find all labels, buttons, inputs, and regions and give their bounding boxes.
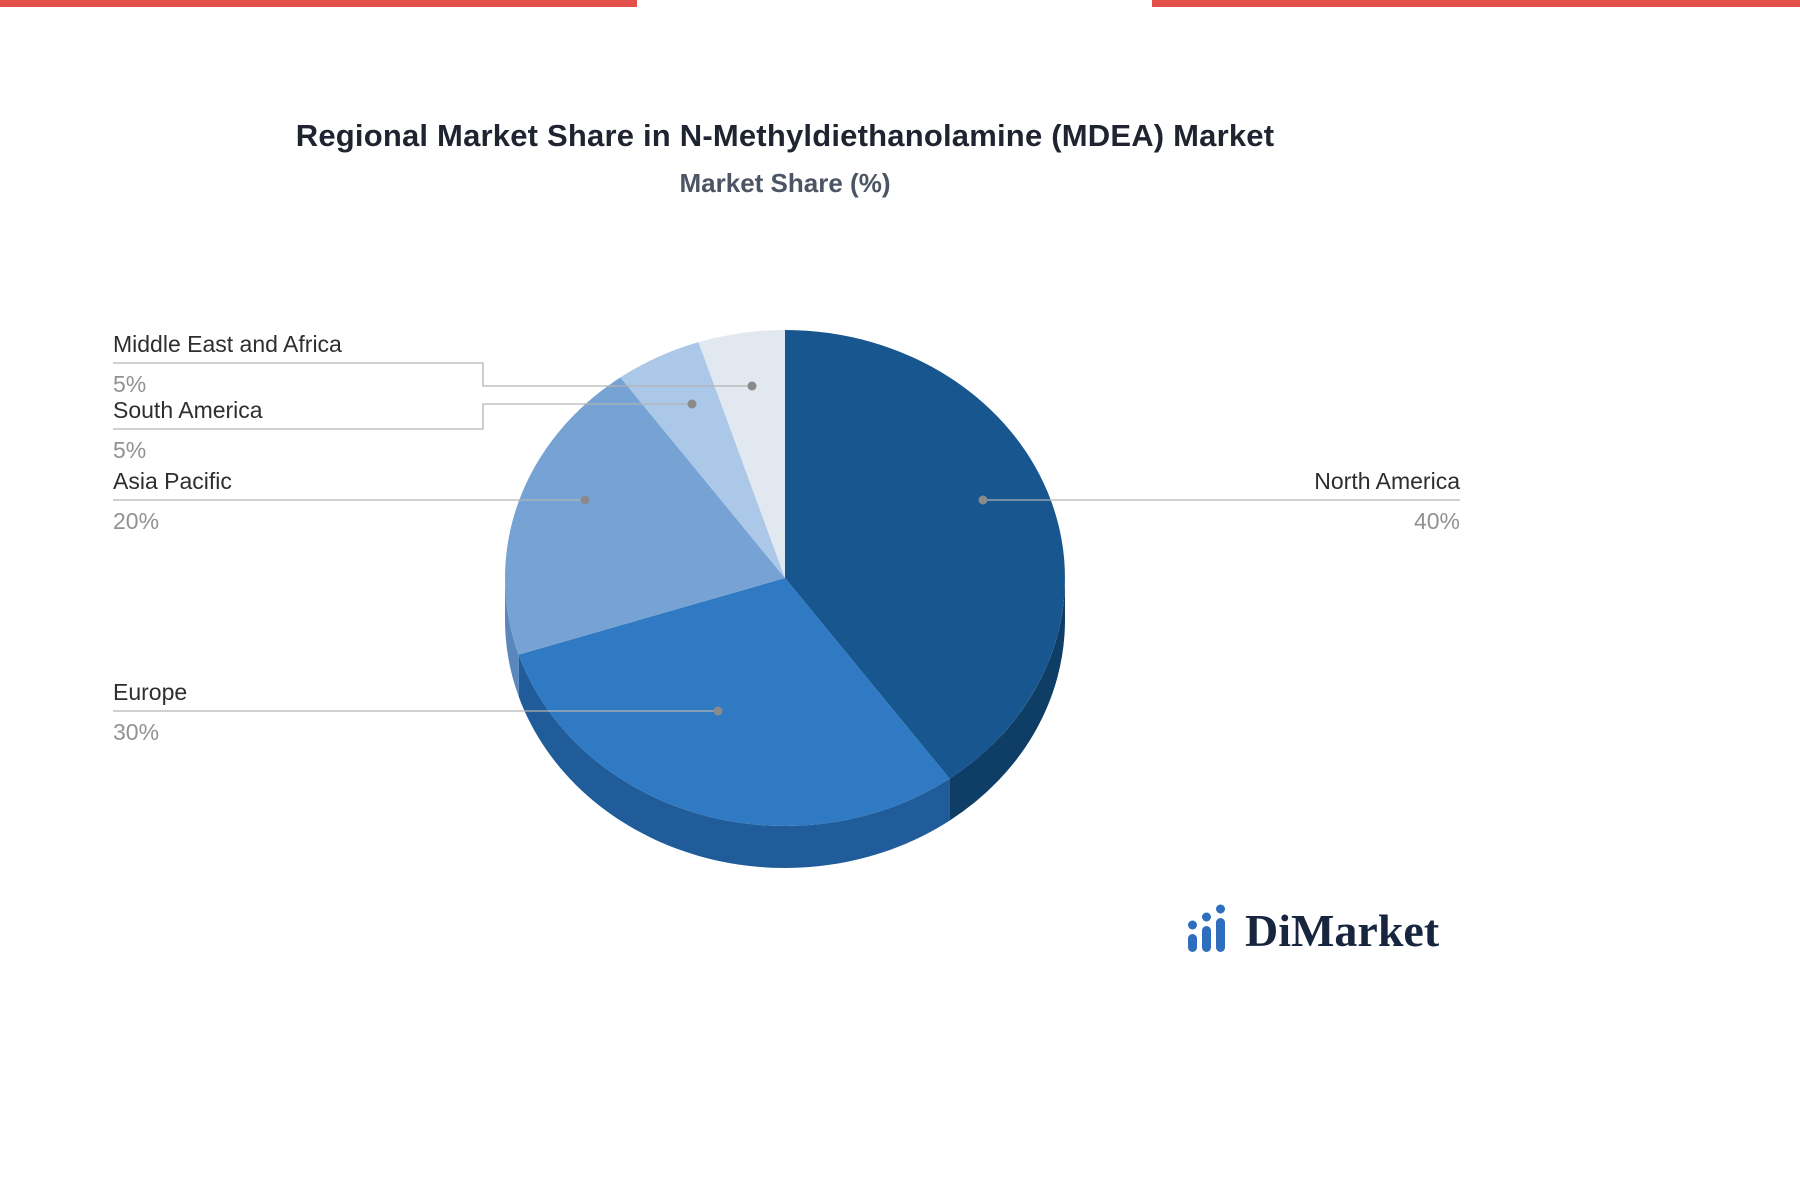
chart-subtitle: Market Share (%)	[679, 168, 891, 198]
pie-3d-side	[505, 578, 1065, 868]
slice-value: 5%	[113, 437, 147, 463]
logo-dot-2	[1202, 912, 1211, 922]
logo-dot-1	[1188, 920, 1197, 930]
slice-name: South America	[113, 397, 263, 423]
slice-label-middle-east-and-africa: Middle East and Africa 5%	[113, 330, 342, 398]
slice-name: Middle East and Africa	[113, 331, 342, 357]
slice-label-north-america: North America 40%	[860, 467, 1460, 535]
logo-bar-2	[1202, 926, 1211, 952]
pie-top-faces	[505, 329, 1065, 826]
pie-slice-side-europe	[518, 654, 950, 868]
pie-slice-middle-east-and-africa	[698, 329, 785, 578]
slice-value: 5%	[113, 371, 147, 397]
logo-bar-3	[1216, 918, 1225, 952]
pie-slice-asia-pacific	[505, 377, 785, 655]
leader-lines	[113, 362, 1460, 716]
watermark-text: DiMarket	[1245, 905, 1440, 956]
pie-slice-side-north-america	[949, 578, 1065, 821]
slice-value: 20%	[113, 508, 160, 534]
slice-value: 40%	[1413, 508, 1460, 534]
chart-title: Regional Market Share in N-Methyldiethan…	[295, 118, 1275, 153]
logo-dot-3	[1216, 904, 1225, 914]
leader-dot-asia-pacific	[580, 495, 590, 505]
slice-label-asia-pacific: Asia Pacific 20%	[113, 467, 232, 535]
slice-name: Asia Pacific	[113, 468, 232, 494]
pie-slice-side-asia-pacific	[505, 578, 519, 697]
pie-slice-south-america	[620, 342, 785, 578]
bar-chart-icon	[1188, 904, 1225, 952]
top-edge-bar-left	[0, 0, 637, 7]
leader-line-middle-east-and-africa	[113, 362, 752, 387]
leader-dot-south-america	[687, 399, 697, 409]
leader-line-south-america	[113, 403, 692, 430]
leader-dot-europe	[713, 706, 723, 716]
top-edge-bar-right	[1152, 0, 1800, 7]
slice-name: Europe	[113, 679, 188, 705]
pie-slice-north-america	[785, 330, 1065, 779]
pie-slice-europe	[518, 578, 950, 826]
slice-name: North America	[1314, 468, 1460, 494]
logo-bar-1	[1188, 934, 1197, 952]
watermark-logo: DiMarket	[1185, 898, 1439, 954]
slice-value: 30%	[113, 719, 160, 745]
slice-label-south-america: South America 5%	[113, 396, 263, 464]
slice-label-europe: Europe 30%	[113, 678, 187, 746]
leader-dot-middle-east-and-africa	[747, 381, 757, 391]
leader-dot-north-america	[978, 495, 988, 505]
